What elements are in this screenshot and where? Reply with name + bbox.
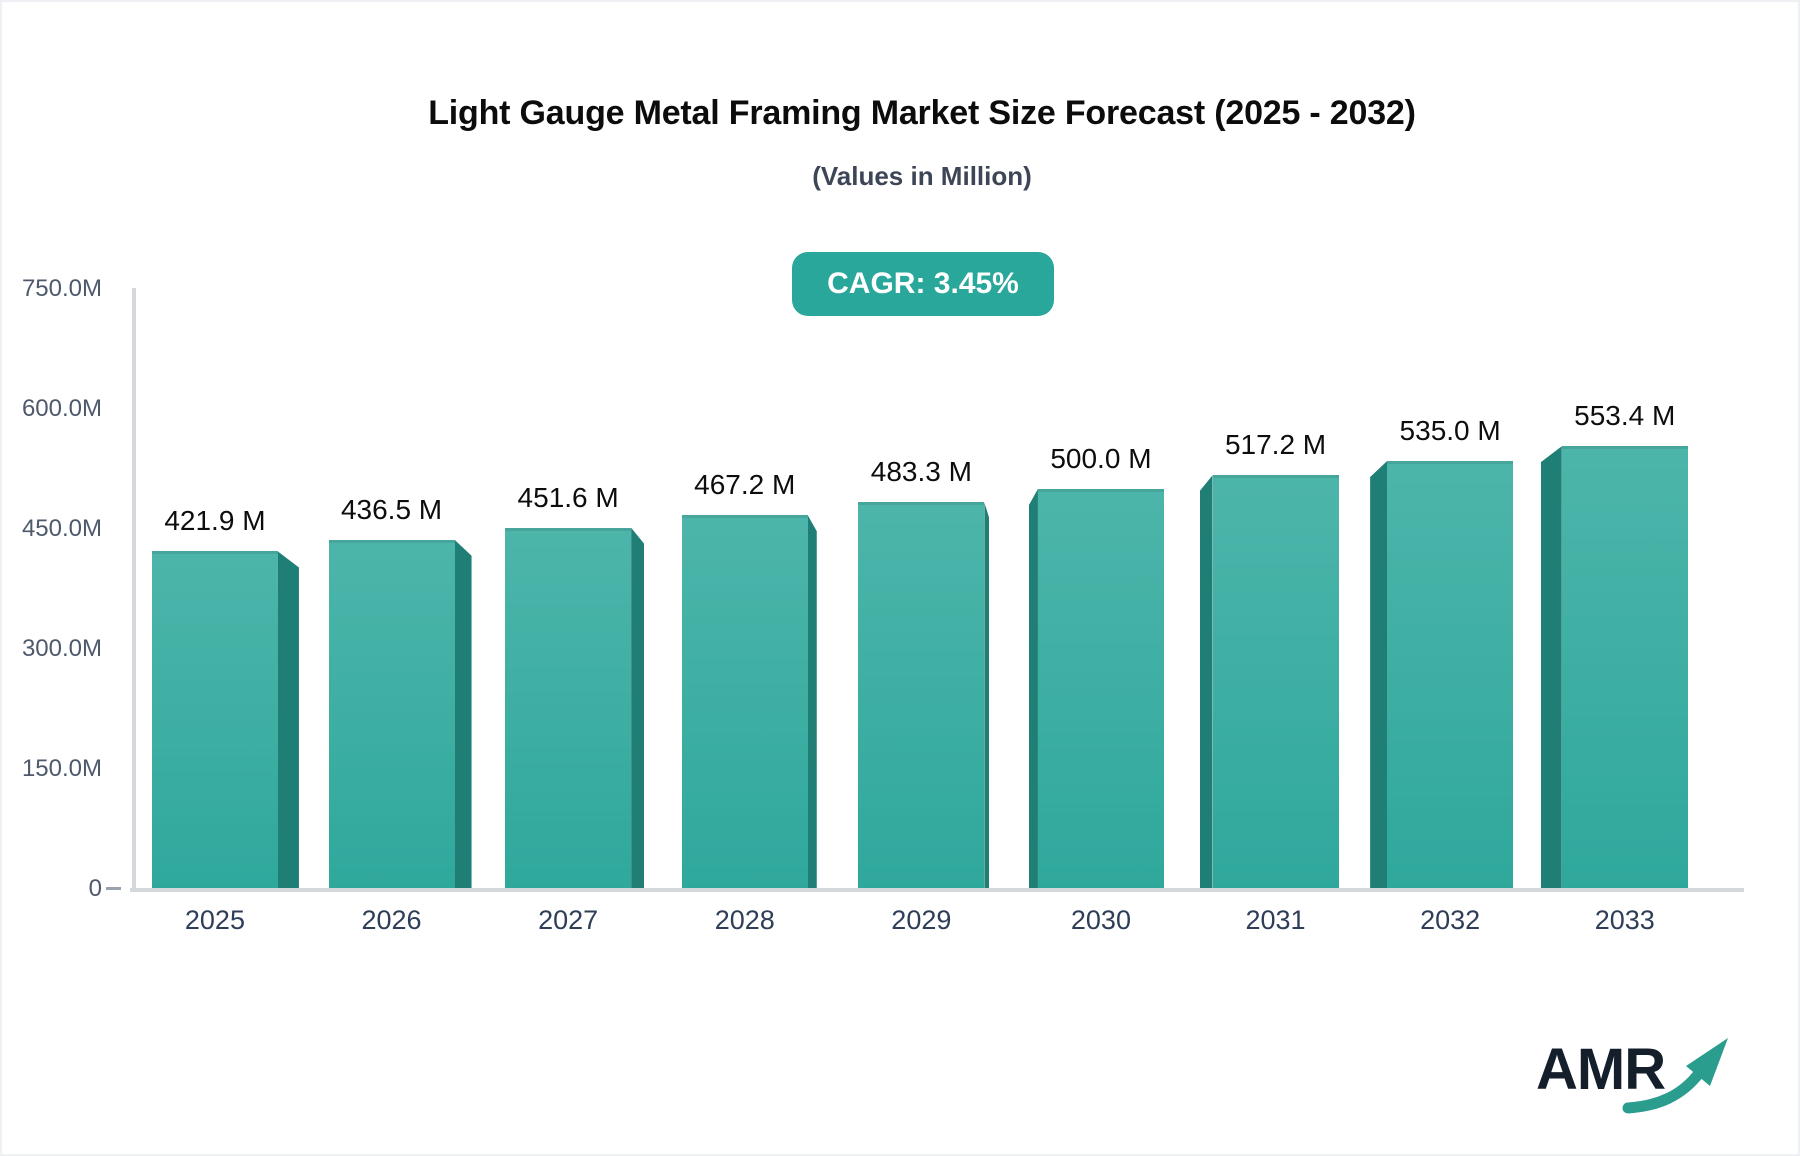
y-tick-label: 300.0M	[21, 635, 102, 662]
x-tick-label: 2031	[1245, 905, 1306, 935]
bar-2028	[681, 515, 817, 888]
bar-2032	[1370, 461, 1514, 888]
bar-side-face	[1199, 475, 1213, 888]
chart-title: Light Gauge Metal Framing Market Size Fo…	[428, 94, 1416, 132]
y-tick-label: 750.0M	[21, 275, 102, 302]
bar-front-face	[1037, 489, 1164, 888]
bar-front-face	[1561, 446, 1688, 888]
bar-value-label: 517.2 M	[1224, 429, 1327, 461]
cagr-badge: CAGR: 3.45%	[792, 252, 1054, 316]
bar-value-label: 436.5 M	[340, 493, 443, 525]
bar-side-face	[984, 502, 990, 888]
bar-front-face	[505, 527, 632, 888]
bar-value-label: 535.0 M	[1399, 415, 1501, 446]
chart-subtitle: (Values in Million)	[812, 161, 1032, 191]
bar-2033	[1540, 446, 1688, 888]
bar-front-face	[1387, 461, 1514, 888]
bar-value-label: 467.2 M	[694, 469, 796, 501]
y-tick-label: 0	[88, 875, 102, 902]
bar-value-label: 483.3 M	[870, 456, 972, 488]
x-tick-label: 2025	[184, 905, 245, 935]
bar-side-face	[1370, 461, 1388, 888]
x-tick-label: 2032	[1420, 905, 1481, 935]
bar-2026	[328, 539, 472, 888]
growth-arrow-icon	[1622, 1038, 1728, 1114]
bar-front-face	[151, 551, 278, 888]
y-tick-label: 150.0M	[21, 755, 102, 782]
amr-logo-text: AMR	[1536, 1037, 1666, 1102]
y-tick-label: 600.0M	[21, 395, 102, 422]
bar-side-face	[277, 551, 299, 888]
bar-2031	[1199, 475, 1339, 888]
bar-value-label: 451.6 M	[517, 481, 619, 513]
bar-front-face	[681, 515, 808, 888]
bar-side-face	[807, 515, 817, 888]
bar-side-face	[1540, 446, 1562, 888]
bar-2027	[505, 527, 645, 888]
x-tick-label: 2029	[891, 905, 952, 935]
x-tick-label: 2026	[361, 905, 422, 935]
x-tick-label: 2028	[714, 905, 775, 935]
bar-2025	[151, 551, 299, 888]
y-axis-line	[132, 288, 136, 892]
bar-side-face	[631, 527, 645, 888]
amr-logo: AMR	[1536, 1028, 1766, 1118]
bar-front-face	[1212, 475, 1339, 888]
bar-2030	[1028, 489, 1164, 888]
x-tick-label: 2027	[538, 905, 599, 935]
bar-value-label: 500.0 M	[1050, 443, 1152, 474]
x-tick-label: 2030	[1070, 905, 1131, 935]
bar-side-face	[1028, 489, 1038, 888]
bar-front-face	[328, 539, 455, 888]
x-axis-line	[130, 888, 1744, 892]
bar-value-label: 553.4 M	[1574, 400, 1676, 432]
zero-tick-dash	[106, 887, 121, 890]
bar-value-label: 421.9 M	[164, 505, 266, 537]
chart-header: Light Gauge Metal Framing Market Size Fo…	[42, 94, 1798, 192]
bar-2029	[858, 502, 990, 888]
bar-front-face	[858, 502, 985, 888]
x-tick-label: 2033	[1594, 905, 1655, 935]
bar-side-face	[454, 539, 472, 888]
y-tick-label: 450.0M	[21, 515, 102, 542]
